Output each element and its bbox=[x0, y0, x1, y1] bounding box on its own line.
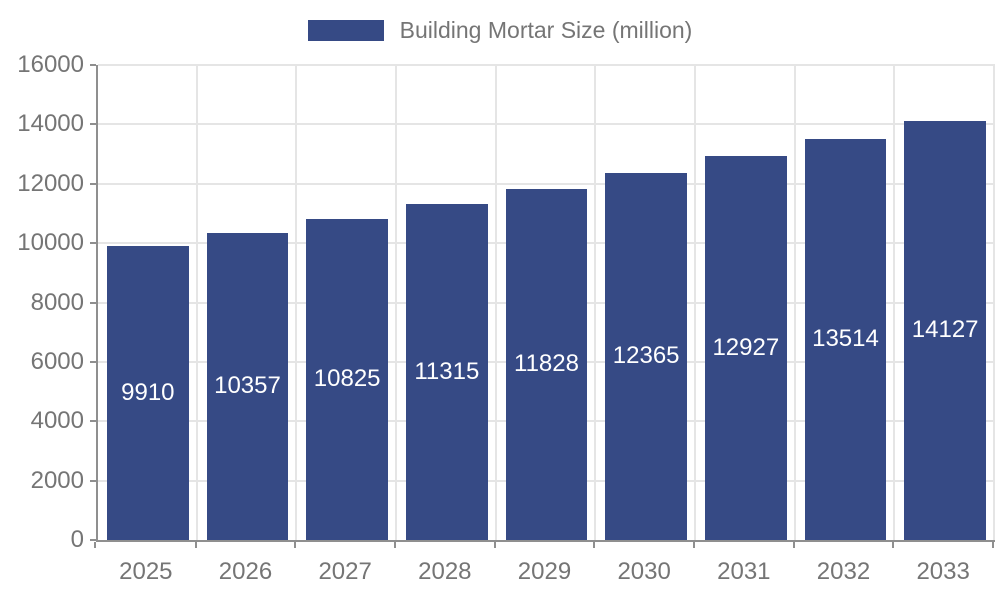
x-grid-line bbox=[594, 65, 597, 540]
y-tick-label: 16000 bbox=[17, 51, 84, 78]
bar[interactable] bbox=[106, 245, 189, 540]
bar[interactable] bbox=[605, 172, 688, 540]
x-tick bbox=[294, 542, 297, 548]
y-tick bbox=[90, 182, 96, 185]
x-tick bbox=[94, 542, 96, 548]
bar[interactable] bbox=[904, 120, 987, 540]
y-tick-label: 10000 bbox=[17, 229, 84, 257]
x-grid-line bbox=[793, 65, 796, 540]
x-grid-line bbox=[893, 65, 896, 540]
y-tick-label: 8000 bbox=[30, 288, 84, 316]
y-tick-label: 14000 bbox=[17, 110, 84, 138]
y-tick bbox=[90, 479, 96, 482]
x-tick bbox=[394, 542, 396, 548]
y-grid-line bbox=[98, 182, 995, 185]
x-grid-line bbox=[993, 65, 995, 540]
x-tick-label: 2031 bbox=[717, 558, 771, 585]
x-tick bbox=[693, 542, 695, 548]
bar[interactable] bbox=[206, 232, 289, 540]
y-tick bbox=[90, 420, 96, 423]
legend-label: Building Mortar Size (million) bbox=[399, 17, 693, 43]
x-grid-line bbox=[395, 65, 397, 540]
y-tick-label: 2000 bbox=[30, 466, 84, 494]
x-tick-label: 2029 bbox=[517, 558, 572, 585]
x-tick-label: 2033 bbox=[916, 558, 970, 585]
legend[interactable]: Building Mortar Size (million) bbox=[0, 16, 1000, 44]
y-tick bbox=[90, 64, 96, 66]
bar[interactable] bbox=[505, 188, 588, 540]
x-tick-label: 2032 bbox=[816, 558, 871, 585]
x-tick bbox=[792, 542, 795, 548]
y-tick-label: 12000 bbox=[17, 169, 84, 197]
plot-area: 9910 10357 10825 11315 11828 12365 12927 13514 1… bbox=[96, 64, 995, 542]
legend-swatch bbox=[307, 19, 384, 41]
x-tick bbox=[593, 542, 596, 548]
y-tick-label: 6000 bbox=[30, 347, 84, 375]
y-grid-line bbox=[98, 123, 995, 126]
y-tick-label: 4000 bbox=[30, 407, 84, 435]
y-tick bbox=[90, 123, 96, 126]
x-grid-line bbox=[494, 65, 497, 540]
x-tick-label: 2026 bbox=[218, 558, 273, 585]
bar[interactable] bbox=[804, 138, 887, 540]
y-tick bbox=[90, 242, 96, 245]
x-tick-label: 2025 bbox=[119, 558, 173, 585]
x-grid-line bbox=[295, 65, 298, 540]
x-grid-line bbox=[195, 65, 198, 540]
y-tick bbox=[90, 539, 96, 541]
bar[interactable] bbox=[405, 204, 488, 540]
x-tick bbox=[194, 542, 197, 548]
x-tick bbox=[892, 542, 895, 548]
y-grid-line bbox=[98, 64, 995, 66]
x-tick-label: 2028 bbox=[418, 558, 472, 585]
y-tick bbox=[90, 360, 96, 363]
x-tick bbox=[992, 542, 994, 548]
y-tick-label: 0 bbox=[70, 526, 84, 553]
x-tick bbox=[493, 542, 496, 548]
x-grid-line bbox=[694, 65, 696, 540]
y-tick bbox=[90, 301, 96, 304]
x-tick-label: 2030 bbox=[617, 558, 671, 585]
bar[interactable] bbox=[704, 156, 787, 540]
bar[interactable] bbox=[306, 218, 389, 540]
x-tick-label: 2027 bbox=[318, 558, 372, 585]
